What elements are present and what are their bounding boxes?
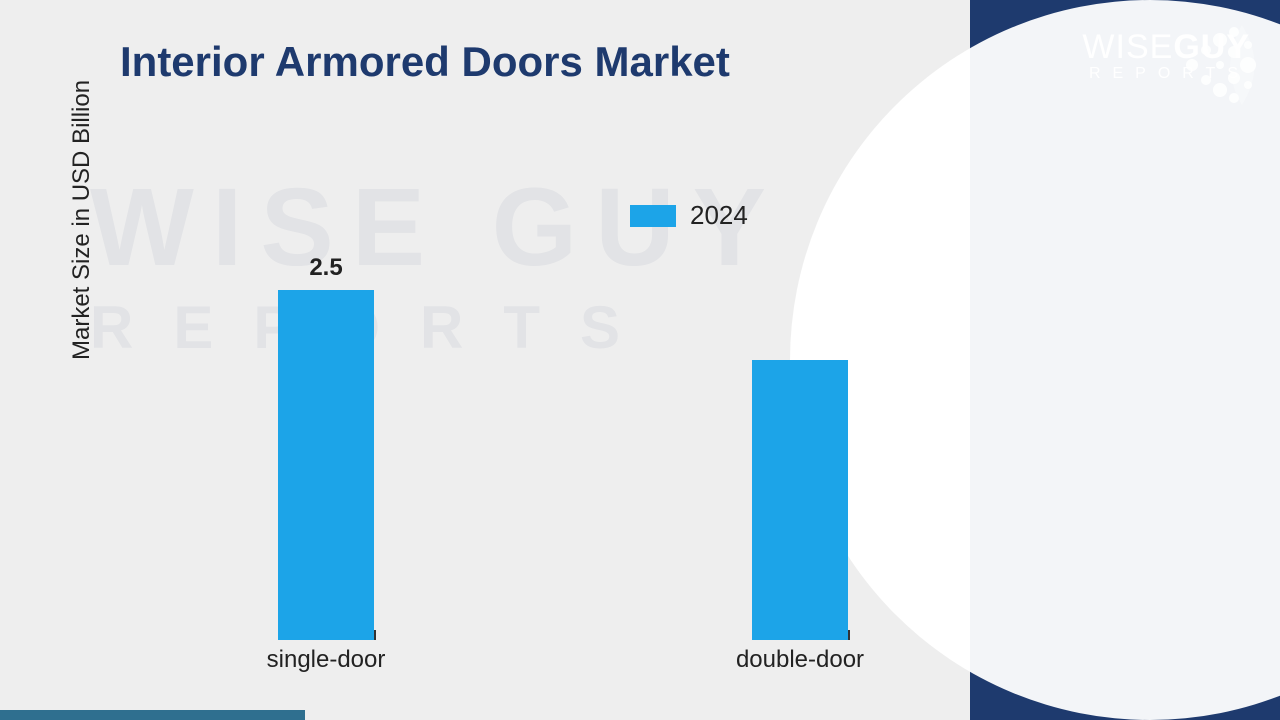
bar-value-label: 2.5: [309, 254, 342, 282]
brand-logo: WISEGUY REPORTS: [1082, 28, 1250, 83]
bar-double-door: [752, 360, 848, 640]
legend: 2024: [630, 200, 748, 231]
bar-single-door: [278, 290, 374, 640]
chart-title: Interior Armored Doors Market: [120, 38, 730, 86]
brand-line1: WISEGUY: [1082, 28, 1250, 67]
x-axis-label: double-door: [736, 646, 864, 674]
bottom-accent-bar: [0, 710, 305, 720]
axis-tick: [374, 630, 376, 640]
legend-label: 2024: [690, 200, 748, 231]
x-axis-label: single-door: [267, 646, 386, 674]
y-axis-label: Market Size in USD Billion: [68, 80, 96, 360]
brand-word-guy: GUY: [1173, 28, 1250, 66]
brand-word-wise: WISE: [1082, 28, 1173, 66]
plot-area: 2024 2.5single-doordouble-door: [110, 140, 950, 640]
chart-stage: WISEGUY REPORTS WISE GUY REPORTS Interio…: [0, 0, 1280, 720]
brand-line2: REPORTS: [1082, 65, 1250, 83]
legend-swatch: [630, 205, 676, 227]
axis-tick: [848, 630, 850, 640]
